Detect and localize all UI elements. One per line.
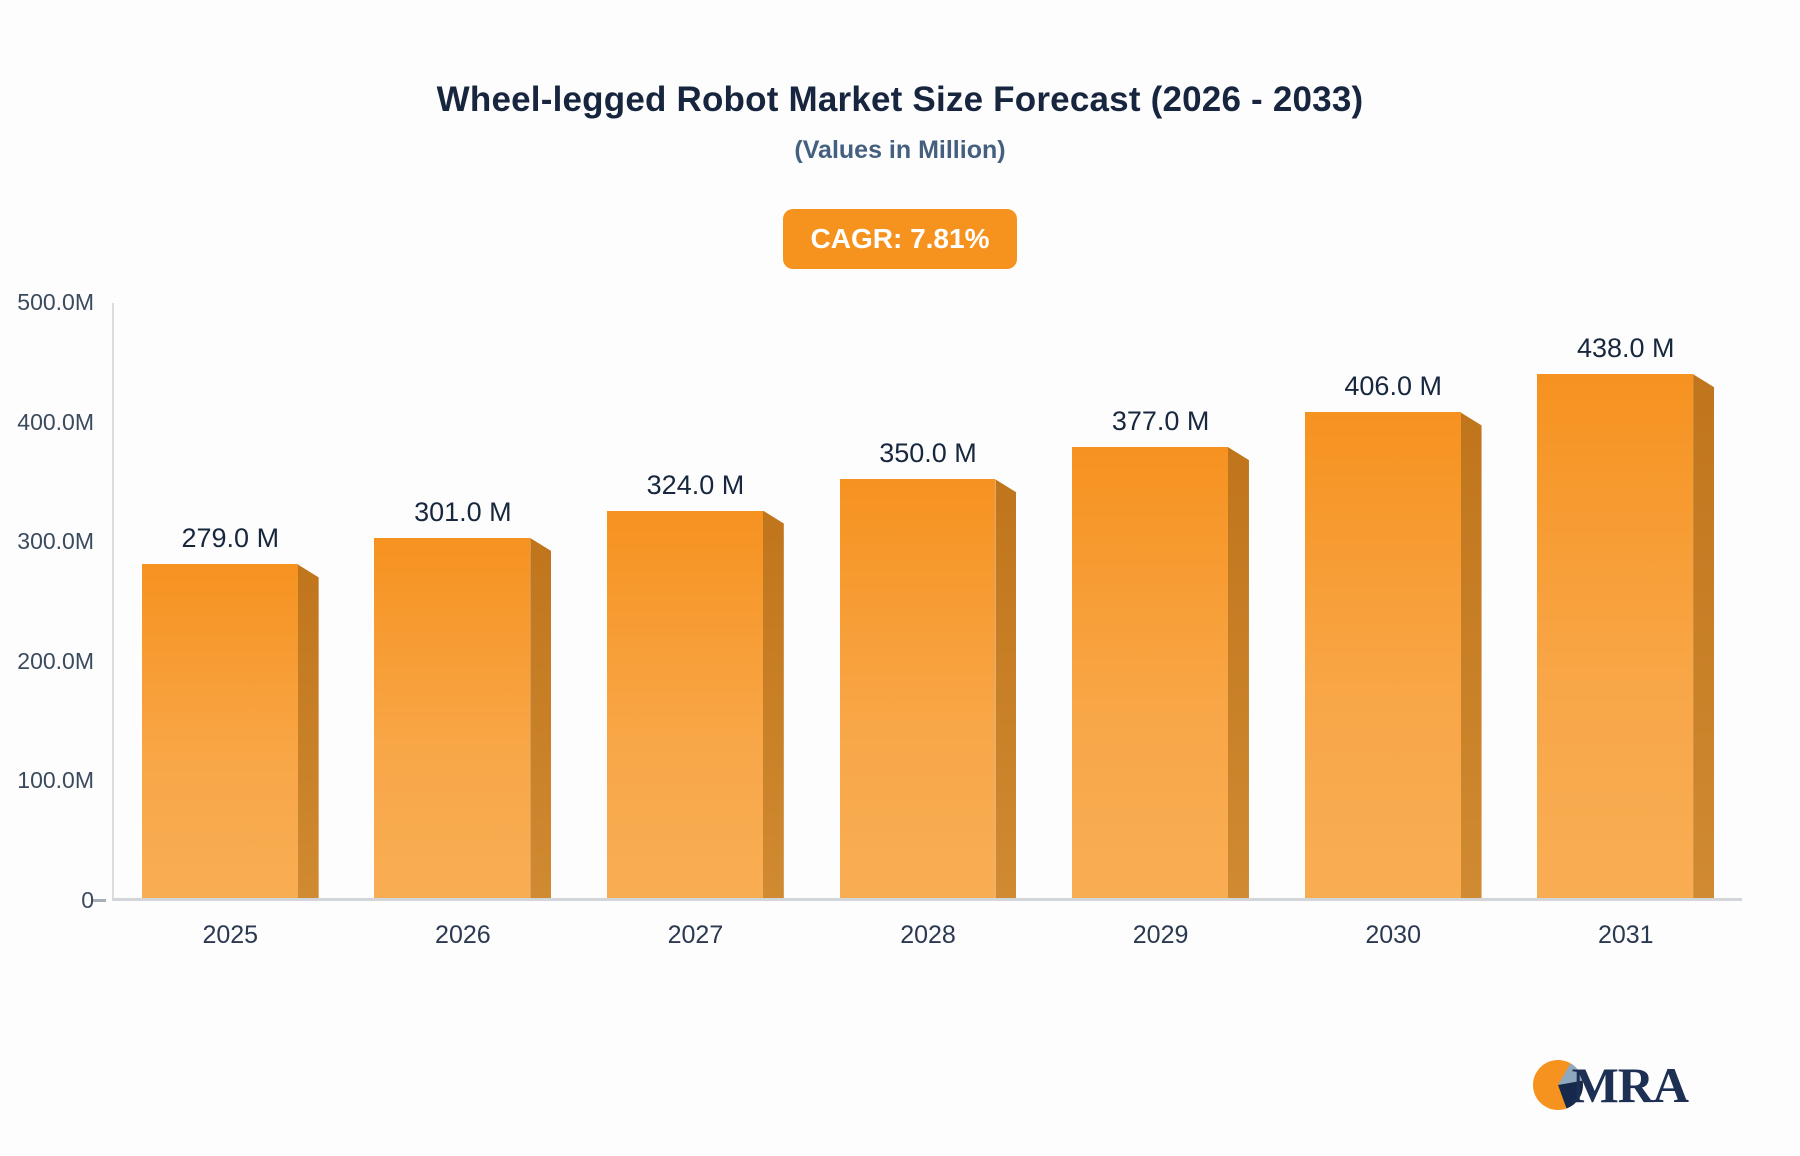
bar-side-face: [1693, 374, 1715, 898]
bar-group: 279.0 M 2025: [114, 303, 347, 949]
bar-value-label: 324.0 M: [646, 469, 745, 500]
cagr-badge: CAGR: 7.81%: [782, 209, 1018, 269]
y-axis-label: 200.0M: [17, 647, 94, 674]
bar: [374, 538, 552, 898]
y-axis-label: 0: [81, 887, 94, 913]
plot-area: 279.0 M 2025 301.0 M 2026 324.0 M 2027 350.0 M…: [112, 303, 1742, 949]
bar-value-label: 438.0 M: [1576, 333, 1675, 364]
bar-front-face: [374, 538, 531, 898]
x-axis-label: 2028: [900, 921, 956, 949]
bar-side-face: [530, 538, 552, 898]
bar-side-face: [297, 564, 319, 898]
badge-row: CAGR: 7.81%: [0, 209, 1800, 269]
bar-group: 377.0 M 2029: [1044, 303, 1277, 949]
y-axis-label: 400.0M: [17, 408, 94, 435]
chart-header: Wheel-legged Robot Market Size Forecast …: [0, 80, 1800, 165]
bar-front-face: [839, 479, 996, 898]
bar: [839, 479, 1017, 898]
bar-value-label: 279.0 M: [181, 523, 280, 554]
bar: [1072, 447, 1249, 898]
bar-front-face: [607, 510, 763, 898]
bar: [607, 510, 784, 898]
bar-value-label: 377.0 M: [1111, 406, 1210, 437]
x-axis-label: 2030: [1365, 921, 1421, 949]
chart-title: Wheel-legged Robot Market Size Forecast …: [436, 80, 1364, 119]
bar: [141, 564, 319, 898]
bar: [1537, 374, 1715, 898]
bar-value-label: 301.0 M: [414, 497, 512, 527]
y-axis-label: 500.0M: [17, 289, 94, 315]
bar-front-face: [1304, 412, 1461, 898]
bar-value-label: 406.0 M: [1344, 371, 1442, 402]
bar-group: 350.0 M 2028: [812, 303, 1045, 949]
y-axis-label: 100.0M: [17, 767, 94, 794]
chart-subtitle: (Values in Million): [794, 136, 1006, 164]
mra-logo-icon: [1532, 1060, 1583, 1110]
x-axis-label: 2025: [202, 921, 259, 949]
bar-side-face: [1227, 447, 1249, 898]
x-axis-label: 2031: [1597, 921, 1654, 949]
x-axis-label: 2027: [667, 921, 724, 949]
bar-side-face: [1460, 412, 1482, 898]
mra-logo-text: MRA: [1571, 1057, 1689, 1113]
zero-tick-mark: [93, 899, 106, 902]
bar-side-face: [762, 510, 784, 898]
bar: [1304, 412, 1482, 898]
bar-front-face: [1072, 447, 1228, 898]
footer: MRA: [1532, 1056, 1689, 1114]
x-axis-label: 2026: [435, 921, 491, 949]
bar-group: 438.0 M 2031: [1509, 303, 1742, 949]
bar-group: 324.0 M 2027: [579, 303, 812, 949]
bar-group: 406.0 M 2030: [1277, 303, 1510, 949]
bar-group: 301.0 M 2026: [347, 303, 580, 949]
x-axis-label: 2029: [1132, 921, 1189, 949]
bar-front-face: [141, 564, 298, 898]
y-axis: 500.0M 400.0M 300.0M 200.0M 100.0M 0: [16, 289, 112, 913]
bar-value-label: 350.0 M: [879, 438, 977, 469]
bar-front-face: [1537, 374, 1694, 898]
bar-side-face: [995, 479, 1017, 898]
y-axis-label: 300.0M: [17, 528, 94, 555]
